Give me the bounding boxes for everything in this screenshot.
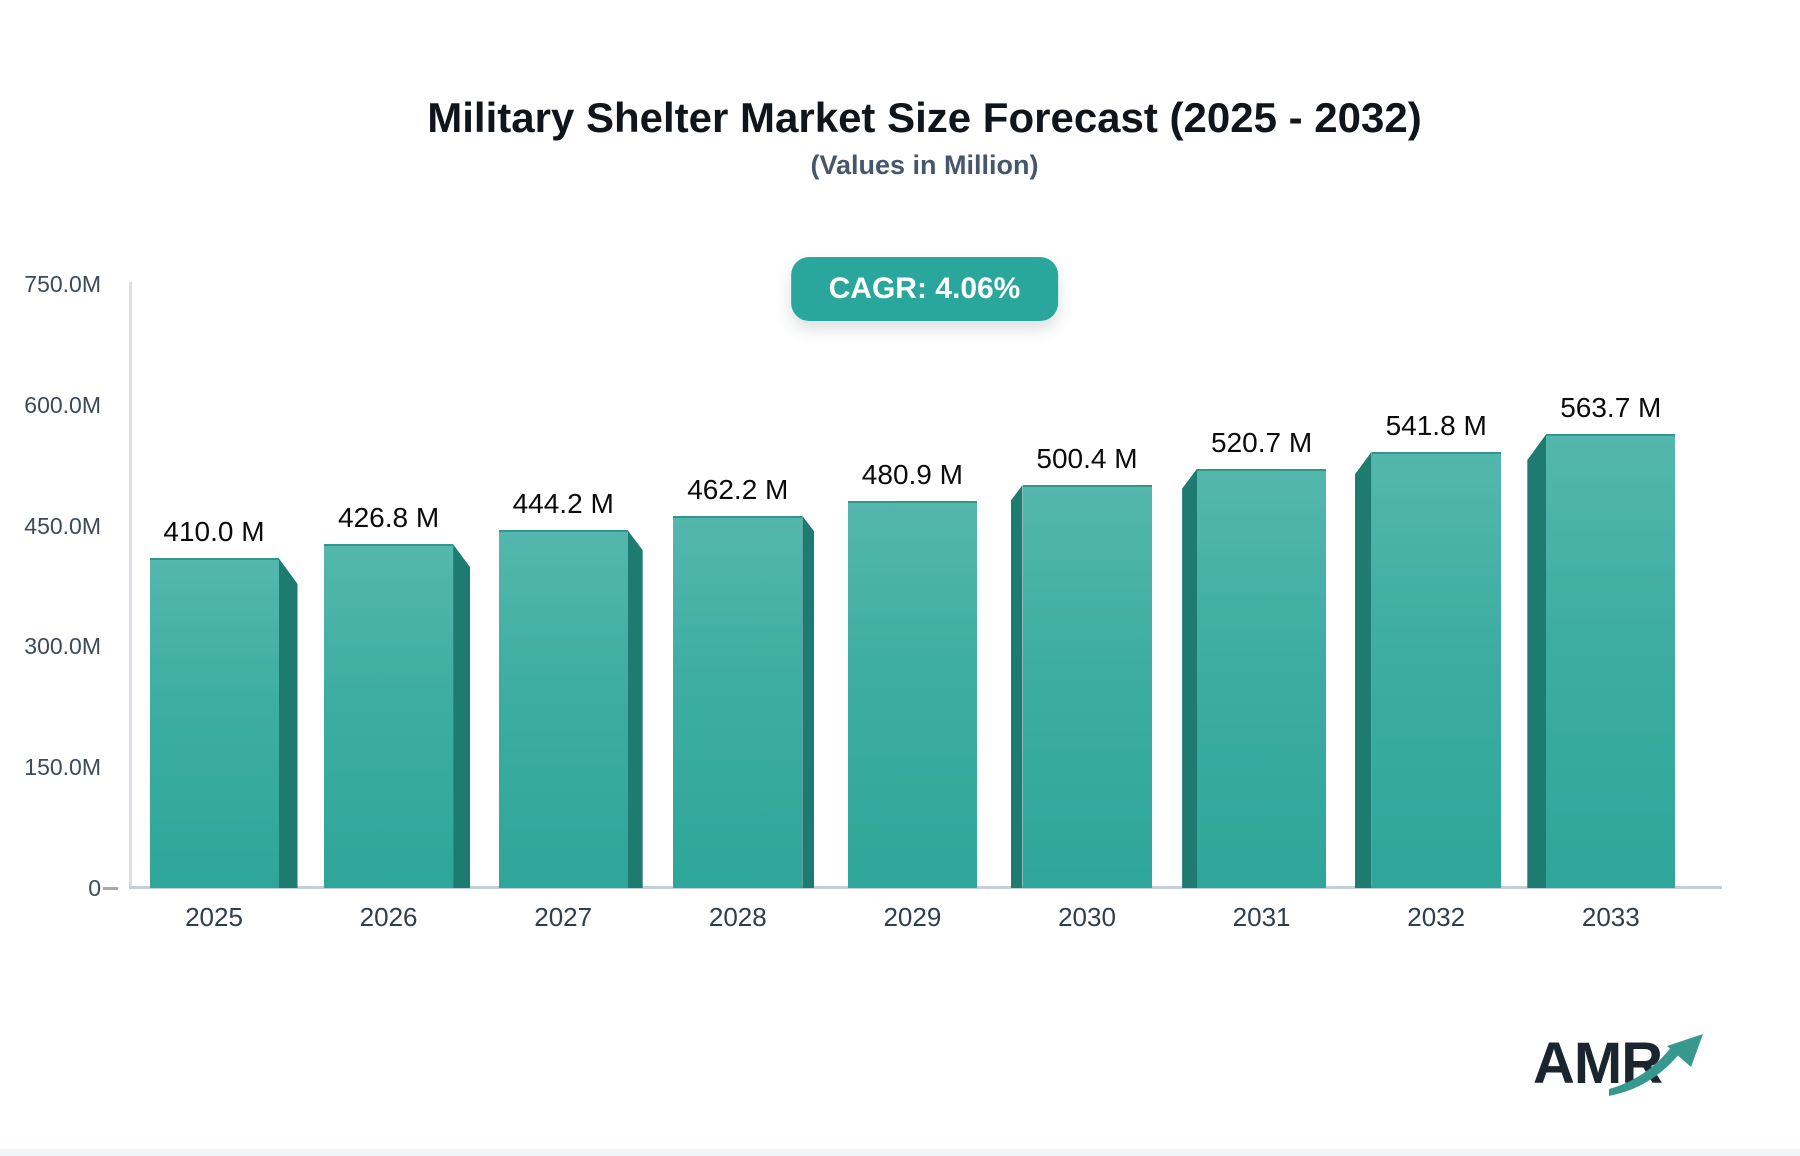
bar-2032 — [1371, 451, 1501, 888]
bar-value-label-2028: 462.2 M — [687, 473, 789, 505]
bar-side-face-2033 — [1527, 434, 1547, 888]
bar-value-label-2029: 480.9 M — [861, 458, 963, 490]
y-tick-label: 300.0M — [24, 633, 101, 660]
bar-side-face-2032 — [1354, 451, 1372, 888]
y-tick-label: 450.0M — [24, 512, 101, 539]
y-tick-label: 150.0M — [24, 754, 101, 781]
bar-value-label-2025: 410.0 M — [163, 515, 265, 547]
bar-value-label-2026: 426.8 M — [338, 502, 440, 534]
chart-subtitle: (Values in Million) — [810, 150, 1039, 180]
amr-logo-text: AMR — [1533, 1031, 1663, 1096]
bar-2025 — [149, 557, 279, 888]
x-tick-label-2032: 2032 — [1407, 902, 1466, 932]
y-axis-line — [129, 282, 132, 889]
x-tick-label-2028: 2028 — [708, 902, 767, 932]
bar-2030 — [1022, 485, 1152, 888]
bar-2033 — [1546, 434, 1676, 888]
x-tick-label-2030: 2030 — [1058, 902, 1116, 932]
x-tick-label-2033: 2033 — [1581, 902, 1640, 932]
y-tick-label: 750.0M — [24, 271, 101, 297]
bar-value-label-2030: 500.4 M — [1036, 443, 1138, 474]
bar-value-label-2032: 541.8 M — [1385, 409, 1487, 441]
x-tick-label-2029: 2029 — [883, 902, 942, 932]
zero-tick-mark — [103, 887, 118, 890]
y-tick-label: 0 — [88, 875, 101, 901]
x-tick-label-2026: 2026 — [359, 902, 418, 932]
x-tick-label-2027: 2027 — [534, 902, 593, 932]
bar-2027 — [498, 530, 628, 888]
y-tick-label: 600.0M — [24, 391, 101, 418]
bar-value-label-2033: 563.7 M — [1560, 392, 1662, 424]
bar-value-label-2027: 444.2 M — [512, 488, 614, 520]
cagr-badge: CAGR: 4.06% — [790, 257, 1059, 321]
bar-2028 — [673, 515, 803, 888]
bar-side-face-2025 — [278, 557, 298, 888]
bar-side-face-2026 — [453, 544, 471, 888]
bar-side-face-2028 — [802, 515, 815, 888]
x-tick-label-2031: 2031 — [1232, 902, 1291, 932]
chart-title: Military Shelter Market Size Forecast (2… — [427, 94, 1422, 141]
bar-2026 — [324, 544, 454, 888]
growth-arrow-icon — [1609, 1034, 1703, 1096]
bar-side-face-2031 — [1182, 468, 1198, 888]
bottom-edge-strip — [0, 1149, 1800, 1156]
bar-2029 — [847, 500, 977, 888]
amr-logo: AMR — [1533, 1030, 1713, 1110]
bar-2031 — [1197, 468, 1327, 888]
bar-value-label-2031: 520.7 M — [1211, 426, 1313, 458]
bar-side-face-2030 — [1010, 485, 1023, 888]
bar-side-face-2027 — [627, 530, 643, 888]
x-tick-label-2025: 2025 — [185, 902, 243, 932]
